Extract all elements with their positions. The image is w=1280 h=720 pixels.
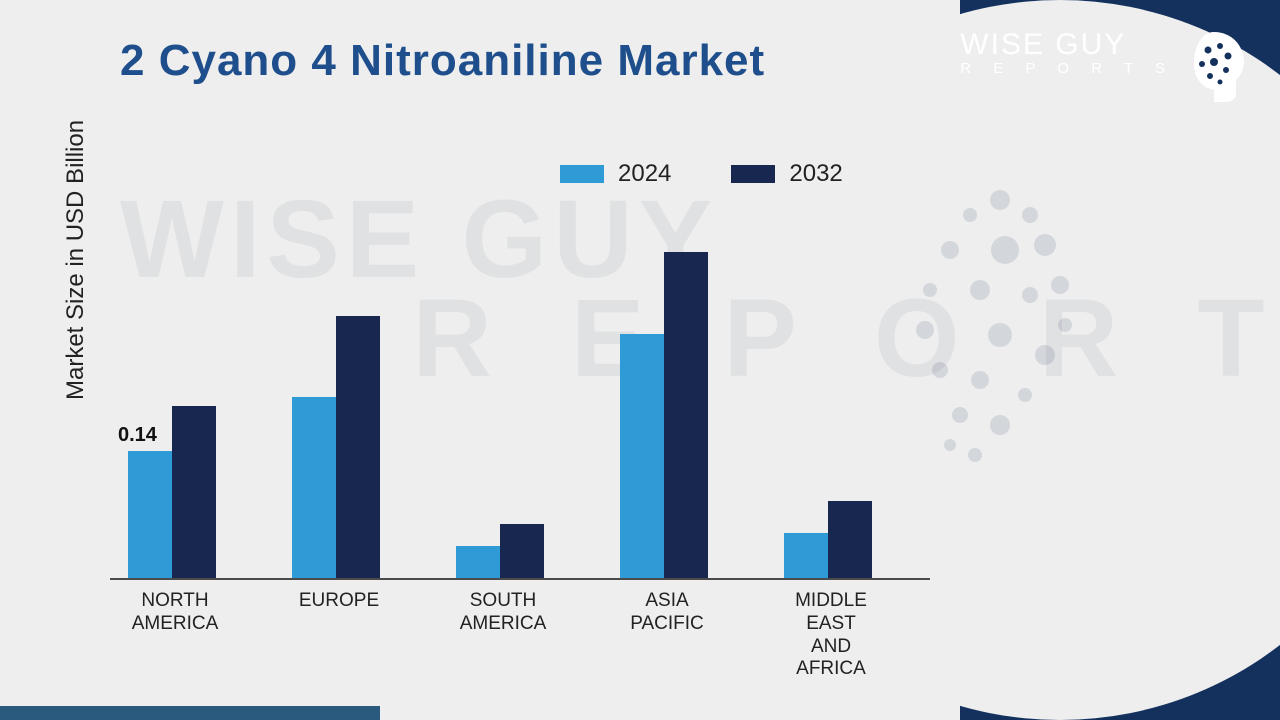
brand-logo-line2: R E P O R T S xyxy=(960,60,1174,77)
bar-series-a xyxy=(292,397,336,578)
legend-item-2032: 2032 xyxy=(731,160,842,188)
category-label: MIDDLE EAST AND AFRICA xyxy=(761,590,901,681)
brand-head-icon xyxy=(1184,28,1250,106)
legend-label-a: 2024 xyxy=(618,160,671,188)
bar-chart: NORTH AMERICAEUROPESOUTH AMERICAASIA PAC… xyxy=(110,200,930,580)
legend-swatch-b xyxy=(731,165,775,183)
bar-series-a xyxy=(784,533,828,578)
bar-series-a xyxy=(456,546,500,578)
y-axis-label: Market Size in USD Billion xyxy=(62,120,90,400)
chart-title: 2 Cyano 4 Nitroaniline Market xyxy=(120,36,765,86)
value-label: 0.14 xyxy=(118,424,157,447)
brand-logo: WISE GUY R E P O R T S xyxy=(960,28,1250,106)
bar-series-b xyxy=(336,316,380,578)
bar-series-b xyxy=(664,252,708,578)
legend-swatch-a xyxy=(560,165,604,183)
legend: 2024 2032 xyxy=(560,160,843,188)
right-panel xyxy=(960,0,1280,720)
bottom-accent-bar xyxy=(0,706,380,720)
bar-series-b xyxy=(828,501,872,578)
bar-series-b xyxy=(172,406,216,578)
bar-series-a xyxy=(128,451,172,578)
legend-item-2024: 2024 xyxy=(560,160,671,188)
category-label: EUROPE xyxy=(269,590,409,613)
brand-logo-text: WISE GUY R E P O R T S xyxy=(960,28,1174,77)
legend-label-b: 2032 xyxy=(789,160,842,188)
category-label: NORTH AMERICA xyxy=(105,590,245,636)
brand-logo-line1: WISE GUY xyxy=(960,28,1174,62)
page-root: WISE GUY R E P O R T S 2 Cyano 4 Nitroan… xyxy=(0,0,1280,720)
category-label: SOUTH AMERICA xyxy=(433,590,573,636)
category-label: ASIA PACIFIC xyxy=(597,590,737,636)
bar-series-b xyxy=(500,524,544,578)
bar-series-a xyxy=(620,334,664,578)
x-axis-line xyxy=(110,578,930,580)
